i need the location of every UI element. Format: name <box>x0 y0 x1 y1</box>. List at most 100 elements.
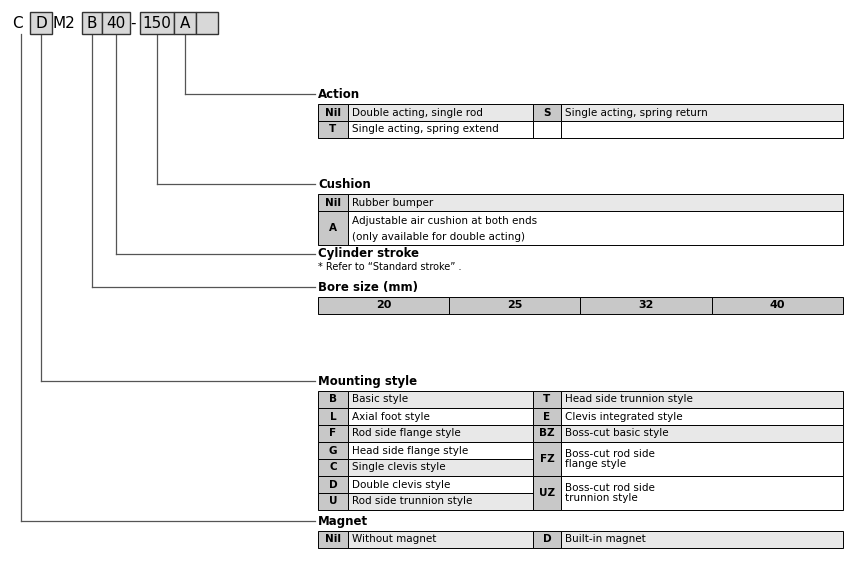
Text: C: C <box>329 463 337 472</box>
Text: Built-in magnet: Built-in magnet <box>565 534 646 545</box>
Text: T: T <box>543 394 551 405</box>
Text: Axial foot style: Axial foot style <box>352 411 430 421</box>
Text: T: T <box>329 124 336 134</box>
Bar <box>318 459 348 476</box>
Text: BZ: BZ <box>539 428 554 438</box>
Bar <box>348 194 843 211</box>
Bar <box>561 476 843 510</box>
Text: Rod side trunnion style: Rod side trunnion style <box>352 497 472 506</box>
Text: (only available for double acting): (only available for double acting) <box>352 232 525 241</box>
Text: Double acting, single rod: Double acting, single rod <box>352 107 483 118</box>
Bar <box>348 459 533 476</box>
Bar <box>102 12 130 34</box>
Text: D: D <box>329 480 337 489</box>
Text: 40: 40 <box>770 301 785 311</box>
Text: E: E <box>543 411 550 421</box>
Bar <box>533 104 561 121</box>
Text: 25: 25 <box>507 301 523 311</box>
Bar <box>561 408 843 425</box>
Text: Magnet: Magnet <box>318 515 368 528</box>
Text: A: A <box>180 15 190 31</box>
Bar <box>348 425 533 442</box>
Bar <box>318 194 348 211</box>
Text: Nil: Nil <box>325 198 341 207</box>
Text: Head side trunnion style: Head side trunnion style <box>565 394 693 405</box>
Bar <box>561 391 843 408</box>
Bar <box>348 442 533 459</box>
Bar <box>561 104 843 121</box>
Text: B: B <box>87 15 98 31</box>
Bar <box>348 476 533 493</box>
Text: -: - <box>130 15 136 31</box>
Bar <box>348 531 533 548</box>
Bar <box>348 391 533 408</box>
Text: S: S <box>543 107 551 118</box>
Text: Single acting, spring extend: Single acting, spring extend <box>352 124 498 134</box>
Text: Double clevis style: Double clevis style <box>352 480 450 489</box>
Bar <box>348 493 533 510</box>
Bar <box>140 12 174 34</box>
Bar <box>196 12 218 34</box>
Text: Cushion: Cushion <box>318 177 371 190</box>
Bar <box>318 531 348 548</box>
Text: Clevis integrated style: Clevis integrated style <box>565 411 683 421</box>
Bar <box>348 121 533 138</box>
Text: Mounting style: Mounting style <box>318 375 417 388</box>
Bar <box>318 476 348 493</box>
Bar <box>318 425 348 442</box>
Text: Rod side flange style: Rod side flange style <box>352 428 461 438</box>
Bar <box>348 104 533 121</box>
Bar <box>711 297 843 314</box>
Bar <box>318 121 348 138</box>
Text: Rubber bumper: Rubber bumper <box>352 198 433 207</box>
Bar <box>318 408 348 425</box>
Text: 40: 40 <box>106 15 126 31</box>
Text: 20: 20 <box>376 301 391 311</box>
Bar <box>174 12 196 34</box>
Text: * Refer to “Standard stroke” .: * Refer to “Standard stroke” . <box>318 262 462 272</box>
Bar <box>533 121 561 138</box>
Bar <box>533 442 561 476</box>
Bar <box>533 408 561 425</box>
Text: Boss-cut rod side: Boss-cut rod side <box>565 449 655 459</box>
Bar <box>318 104 348 121</box>
Text: flange style: flange style <box>565 459 626 469</box>
Text: G: G <box>329 445 337 455</box>
Bar <box>318 391 348 408</box>
Text: C: C <box>12 15 23 31</box>
Text: A: A <box>329 223 337 233</box>
Bar <box>30 12 52 34</box>
Text: UZ: UZ <box>539 488 555 498</box>
Bar <box>348 211 843 245</box>
Bar <box>318 493 348 510</box>
Text: F: F <box>329 428 336 438</box>
Text: D: D <box>35 15 47 31</box>
Text: D: D <box>543 534 551 545</box>
Bar <box>533 531 561 548</box>
Bar <box>561 442 843 476</box>
Text: Nil: Nil <box>325 107 341 118</box>
Bar <box>449 297 581 314</box>
Text: B: B <box>329 394 337 405</box>
Bar <box>533 391 561 408</box>
Bar <box>318 297 449 314</box>
Bar <box>561 121 843 138</box>
Bar <box>318 442 348 459</box>
Text: Cylinder stroke: Cylinder stroke <box>318 247 419 260</box>
Text: Without magnet: Without magnet <box>352 534 436 545</box>
Bar <box>561 531 843 548</box>
Text: Nil: Nil <box>325 534 341 545</box>
Text: FZ: FZ <box>540 454 554 464</box>
Text: U: U <box>329 497 337 506</box>
Bar <box>533 476 561 510</box>
Text: Boss-cut rod side: Boss-cut rod side <box>565 483 655 493</box>
Bar <box>533 425 561 442</box>
Text: L: L <box>329 411 336 421</box>
Text: Boss-cut basic style: Boss-cut basic style <box>565 428 669 438</box>
Bar <box>581 297 711 314</box>
Text: Adjustable air cushion at both ends: Adjustable air cushion at both ends <box>352 215 537 225</box>
Text: trunnion style: trunnion style <box>565 493 638 503</box>
Text: 32: 32 <box>638 301 654 311</box>
Text: 150: 150 <box>143 15 171 31</box>
Text: Basic style: Basic style <box>352 394 408 405</box>
